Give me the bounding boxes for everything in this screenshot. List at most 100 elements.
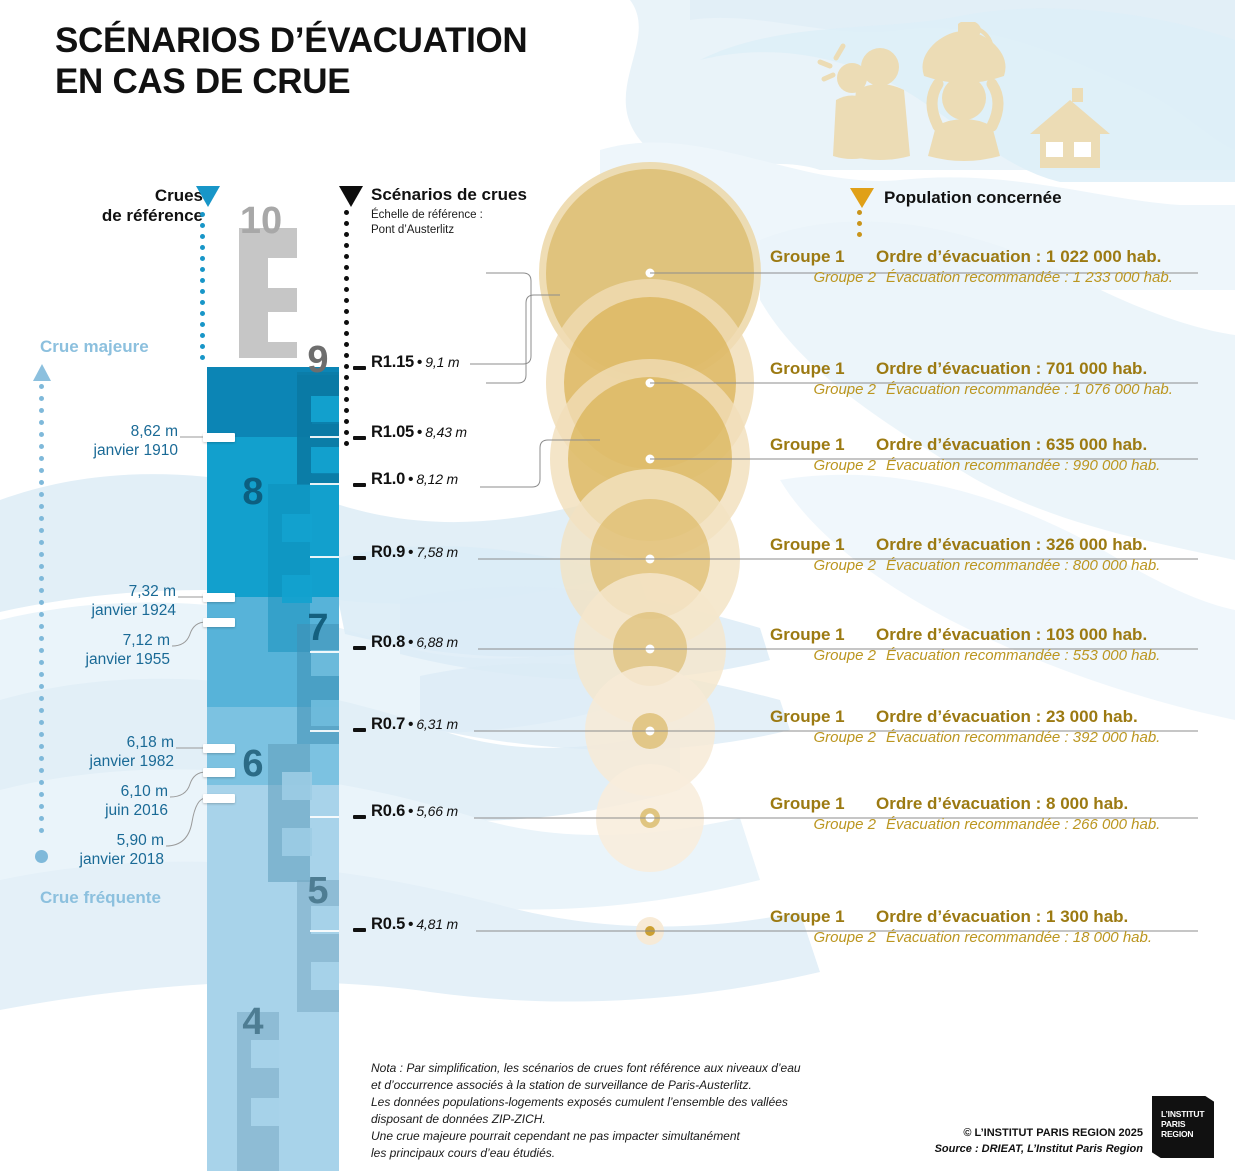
scenario-label-5[interactable]: R0.7 • 6,31 m	[371, 715, 458, 734]
group1-label: Groupe 1	[770, 625, 845, 644]
population-group1-row: Groupe 1 Ordre d’évacuation : 23 000 hab.	[770, 706, 1160, 728]
population-block-6: Groupe 1 Ordre d’évacuation : 8 000 hab. …	[770, 793, 1160, 834]
triangle-down-gold-icon	[850, 188, 874, 208]
page-title: SCÉNARIOS D’ÉVACUATION EN CAS DE CRUE	[55, 20, 528, 103]
reference-flood-value: 7,32 m	[128, 583, 176, 600]
scenario-label-6[interactable]: R0.6 • 5,66 m	[371, 802, 458, 821]
population-group1-row: Groupe 1 Ordre d’évacuation : 1 300 hab.	[770, 906, 1152, 928]
axis-label-crue-frequente: Crue fréquente	[40, 888, 161, 907]
population-group1-row: Groupe 1 Ordre d’évacuation : 1 022 000 h…	[770, 246, 1173, 268]
group2-value: Évacuation recommandée : 1 076 000 hab.	[886, 380, 1173, 398]
reference-flood-value: 6,10 m	[120, 783, 168, 800]
population-group2-row: Groupe 2 Évacuation recommandée : 392 000…	[770, 728, 1160, 748]
scenario-dash-6	[353, 815, 366, 819]
reference-flood-5: 5,90 m janvier 2018	[0, 831, 164, 869]
reference-flood-date: janvier 1924	[91, 602, 176, 620]
group1-label: Groupe 1	[770, 535, 845, 554]
group2-label: Groupe 2	[813, 556, 876, 574]
scenario-label-0[interactable]: R1.15 • 9,1 m	[371, 353, 460, 372]
population-group1-row: Groupe 1 Ordre d’évacuation : 635 000 hab…	[770, 434, 1160, 456]
population-block-4: Groupe 1 Ordre d’évacuation : 103 000 hab…	[770, 624, 1160, 665]
reference-flood-date: janvier 1955	[85, 651, 170, 669]
header-scenarios-sub1: Échelle de référence :	[371, 208, 483, 221]
axis-dotted-line	[39, 384, 44, 840]
reference-tick-2	[203, 618, 235, 627]
population-block-0: Groupe 1 Ordre d’évacuation : 1 022 000 h…	[770, 246, 1173, 287]
scenario-bullet-icon: •	[408, 544, 414, 561]
population-block-3: Groupe 1 Ordre d’évacuation : 326 000 hab…	[770, 534, 1160, 575]
scenario-level: 6,31 m	[416, 716, 458, 732]
triangle-down-black-icon	[339, 186, 363, 207]
group2-label: Groupe 2	[813, 728, 876, 746]
scenario-code: R0.6	[371, 802, 406, 820]
group2-label: Groupe 2	[813, 268, 876, 286]
reference-tick-3	[203, 744, 235, 753]
footnote-line-3: Les données populations-logements exposé…	[371, 1095, 788, 1110]
group1-value: Ordre d’évacuation : 635 000 hab.	[876, 435, 1148, 454]
group1-label: Groupe 1	[770, 435, 845, 454]
group1-value: Ordre d’évacuation : 1 300 hab.	[876, 907, 1129, 926]
group1-value: Ordre d’évacuation : 23 000 hab.	[876, 707, 1138, 726]
group1-value: Ordre d’évacuation : 326 000 hab.	[876, 535, 1148, 554]
scenario-dash-5	[353, 728, 366, 732]
copyright-line: © L’INSTITUT PARIS REGION 2025	[963, 1127, 1143, 1139]
group2-label: Groupe 2	[813, 928, 876, 946]
column-header-population: Population concernée	[884, 188, 1062, 207]
scenario-dash-2	[353, 483, 366, 487]
population-group2-row: Groupe 2 Évacuation recommandée : 990 000…	[770, 456, 1160, 476]
reference-flood-4: 6,10 m juin 2016	[0, 782, 168, 820]
scenario-level: 6,88 m	[416, 634, 458, 650]
people-illustration	[817, 22, 1110, 168]
scenario-label-1[interactable]: R1.05 • 8,43 m	[371, 423, 467, 442]
population-group1-row: Groupe 1 Ordre d’évacuation : 8 000 hab.	[770, 793, 1160, 815]
population-group2-row: Groupe 2 Évacuation recommandée : 266 000…	[770, 815, 1160, 835]
reference-tick-5	[203, 794, 235, 803]
scenario-label-3[interactable]: R0.9 • 7,58 m	[371, 543, 458, 562]
scenario-dash-1	[353, 436, 366, 440]
reference-flood-value: 7,12 m	[122, 632, 170, 649]
scenario-bullet-icon: •	[408, 634, 414, 651]
footnote-nota: Nota : Par simplification, les scénarios…	[371, 1060, 841, 1162]
reference-flood-1: 7,32 m janvier 1924	[0, 582, 176, 620]
scenario-code: R1.15	[371, 353, 415, 371]
group2-value: Évacuation recommandée : 392 000 hab.	[886, 728, 1161, 746]
population-group2-row: Groupe 2 Évacuation recommandée : 18 000 …	[770, 928, 1152, 948]
scenario-level: 5,66 m	[416, 803, 458, 819]
scenario-level: 8,43 m	[425, 424, 467, 440]
group2-label: Groupe 2	[813, 456, 876, 474]
population-group2-row: Groupe 2 Évacuation recommandée : 1 076 0…	[770, 380, 1173, 400]
logo-line-3: REGION	[1161, 1129, 1194, 1140]
scenario-code: R0.5	[371, 915, 406, 933]
scenario-dash-4	[353, 646, 366, 650]
reference-flood-value: 8,62 m	[130, 423, 178, 440]
scenario-dash-0	[353, 366, 366, 370]
group2-value: Évacuation recommandée : 1 233 000 hab.	[886, 268, 1173, 286]
footnote-line-4: disposant de données ZIP-ZICH.	[371, 1112, 546, 1127]
group2-value: Évacuation recommandée : 553 000 hab.	[886, 646, 1161, 664]
reference-flood-date: juin 2016	[105, 802, 168, 820]
scenario-label-7[interactable]: R0.5 • 4,81 m	[371, 915, 458, 934]
reference-flood-date: janvier 1910	[93, 442, 178, 460]
group1-label: Groupe 1	[770, 794, 845, 813]
scenario-code: R1.0	[371, 470, 406, 488]
group1-label: Groupe 1	[770, 247, 845, 266]
population-group2-row: Groupe 2 Évacuation recommandée : 553 000…	[770, 646, 1160, 666]
group1-label: Groupe 1	[770, 707, 845, 726]
reference-tick-1	[203, 593, 235, 602]
population-block-7: Groupe 1 Ordre d’évacuation : 1 300 hab. …	[770, 906, 1152, 947]
group2-label: Groupe 2	[813, 646, 876, 664]
group1-label: Groupe 1	[770, 359, 845, 378]
scenario-level: 9,1 m	[425, 354, 460, 370]
scenario-bullet-icon: •	[417, 424, 423, 441]
group1-value: Ordre d’évacuation : 103 000 hab.	[876, 625, 1148, 644]
scenario-level: 8,12 m	[416, 471, 458, 487]
population-block-5: Groupe 1 Ordre d’évacuation : 23 000 hab.…	[770, 706, 1160, 747]
scenario-bullet-icon: •	[417, 354, 423, 371]
scenario-bullet-icon: •	[408, 471, 414, 488]
footnote-line-2: et d’occurrence associés à la station de…	[371, 1078, 752, 1093]
scenario-label-4[interactable]: R0.8 • 6,88 m	[371, 633, 458, 652]
reference-tick-4	[203, 768, 235, 777]
scenario-label-2[interactable]: R1.0 • 8,12 m	[371, 470, 458, 489]
